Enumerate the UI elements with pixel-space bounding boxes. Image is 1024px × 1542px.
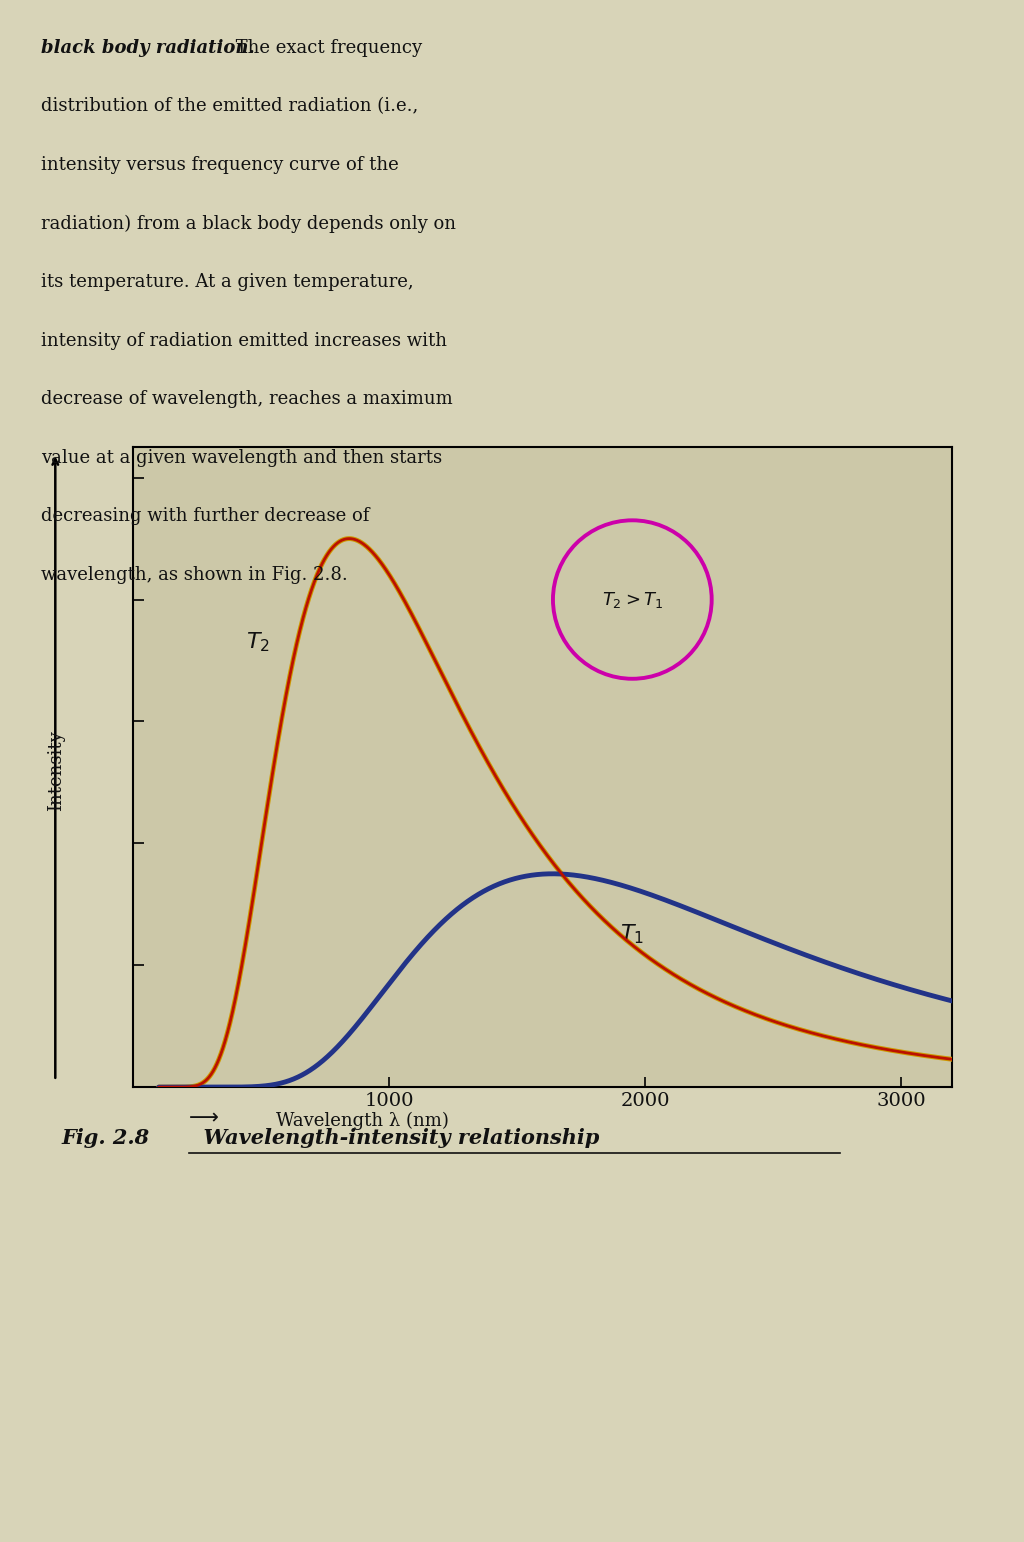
Text: decrease of wavelength, reaches a maximum: decrease of wavelength, reaches a maximu… [41,390,453,409]
Text: Fig. 2.8: Fig. 2.8 [61,1129,150,1149]
Text: $T_1$: $T_1$ [620,922,643,947]
Text: Intensity: Intensity [47,731,66,811]
Text: Wavelength λ (nm): Wavelength λ (nm) [276,1112,450,1130]
Text: $T_2>T_1$: $T_2>T_1$ [601,589,664,609]
Text: radiation) from a black body depends only on: radiation) from a black body depends onl… [41,214,456,233]
Text: decreasing with further decrease of: decreasing with further decrease of [41,507,370,526]
Text: wavelength, as shown in Fig. 2.8.: wavelength, as shown in Fig. 2.8. [41,566,348,584]
Text: distribution of the emitted radiation (i.e.,: distribution of the emitted radiation (i… [41,97,418,116]
Text: value at a given wavelength and then starts: value at a given wavelength and then sta… [41,449,442,467]
Text: $\longrightarrow$: $\longrightarrow$ [184,1107,219,1127]
Text: intensity versus frequency curve of the: intensity versus frequency curve of the [41,156,398,174]
Text: intensity of radiation emitted increases with: intensity of radiation emitted increases… [41,332,446,350]
Text: its temperature. At a given temperature,: its temperature. At a given temperature, [41,273,414,291]
Text: The exact frequency: The exact frequency [230,39,423,57]
Text: black body radiation.: black body radiation. [41,39,255,57]
Text: Wavelength-intensity relationship: Wavelength-intensity relationship [189,1129,600,1149]
Text: $T_2$: $T_2$ [246,631,269,654]
